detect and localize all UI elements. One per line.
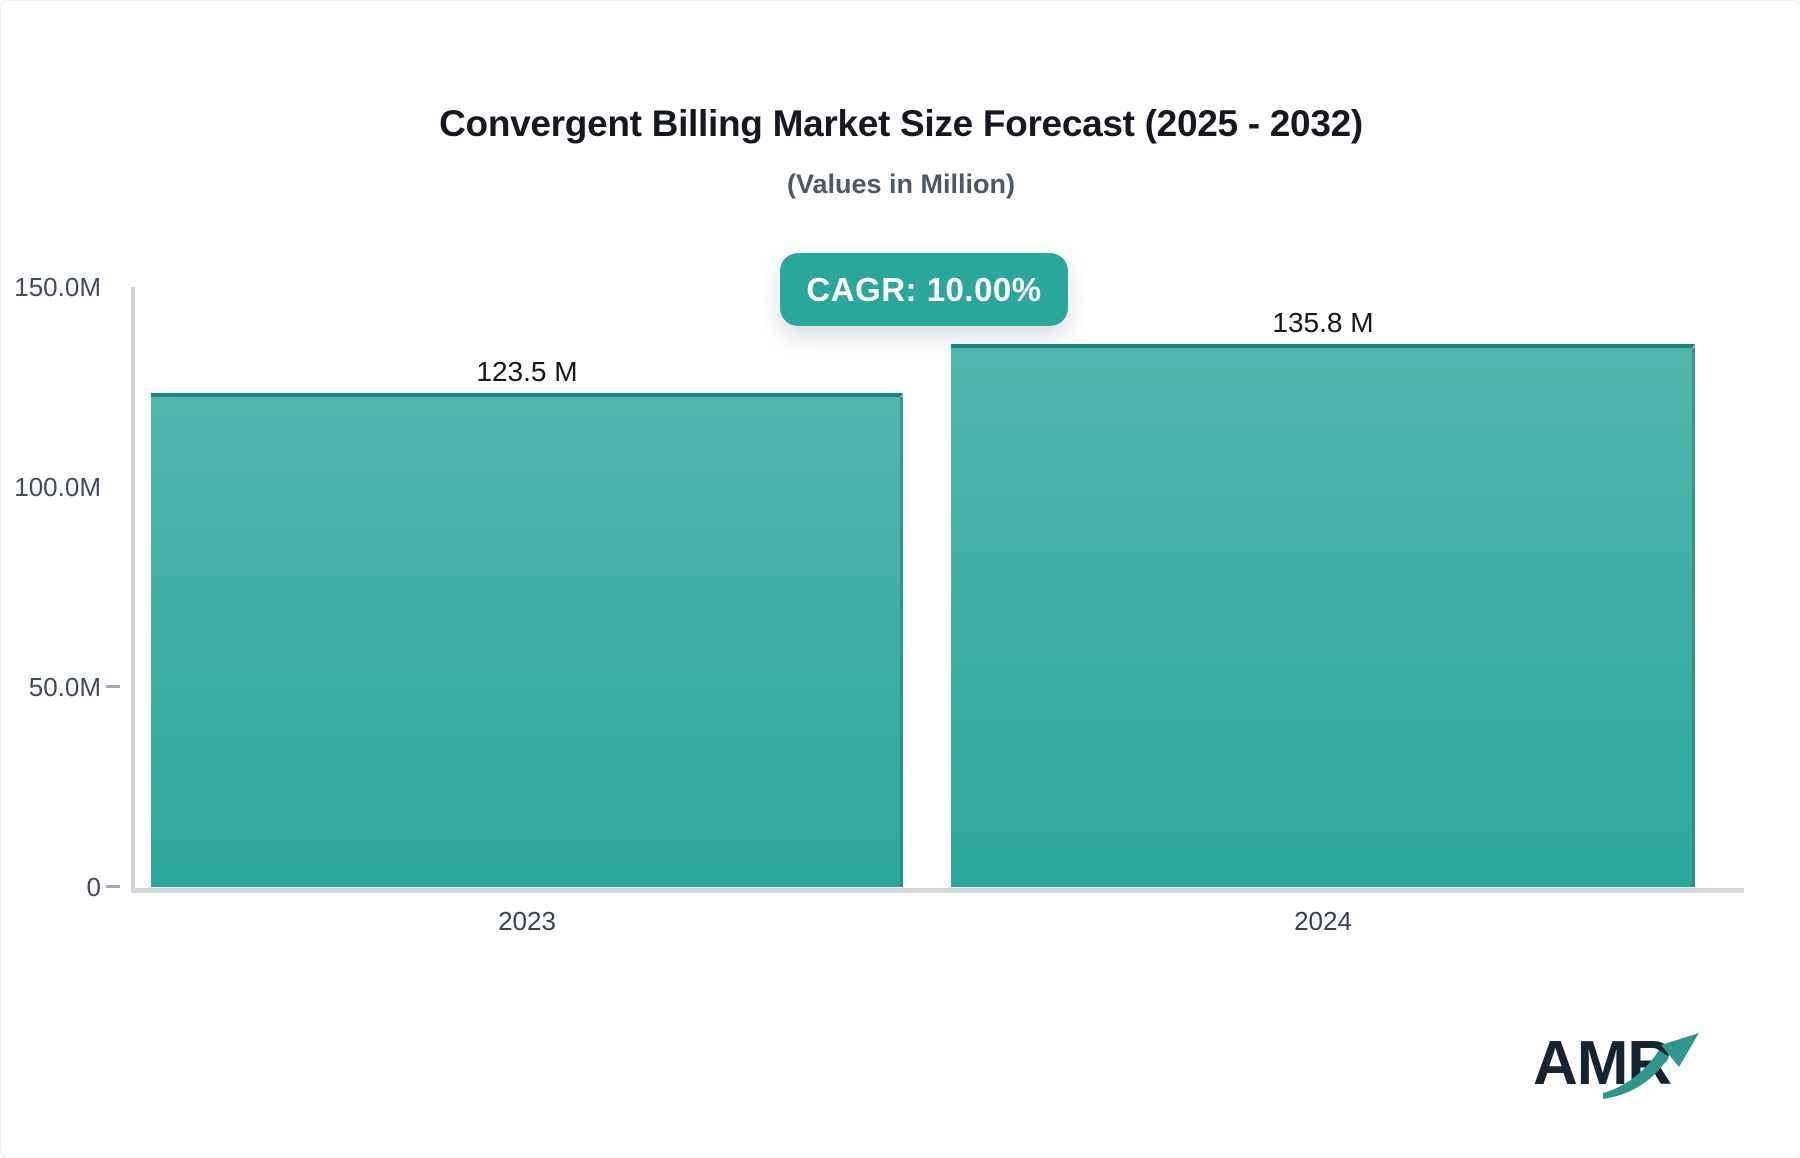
y-axis-tick-mark (106, 685, 120, 688)
chart-subtitle: (Values in Million) (786, 169, 1016, 199)
cagr-badge: CAGR: 10.00% (780, 253, 1068, 326)
bar-value-label: 135.8 M (1272, 306, 1374, 338)
chart-title: Convergent Billing Market Size Forecast … (439, 103, 1363, 144)
y-axis-tick-label: 50.0M (28, 672, 101, 702)
upward-trend-arrow-icon (1603, 1033, 1699, 1099)
bar-2024[interactable] (951, 343, 1695, 887)
bar-value-label: 123.5 M (476, 356, 578, 387)
x-axis-line (131, 888, 1744, 893)
bar-2023[interactable] (151, 393, 903, 887)
y-axis-tick-mark (106, 885, 120, 888)
cagr-badge-label: CAGR: 10.00% (806, 270, 1042, 308)
y-axis-tick-label: 100.0M (14, 472, 101, 502)
y-axis-line (131, 287, 135, 892)
x-axis-category-label: 2024 (1294, 906, 1352, 936)
amr-logo: AMR (1533, 1031, 1713, 1111)
x-axis-category-label: 2023 (498, 906, 556, 936)
y-axis-tick-label: 0 (86, 872, 101, 902)
y-axis-tick-label: 150.0M (14, 272, 101, 302)
